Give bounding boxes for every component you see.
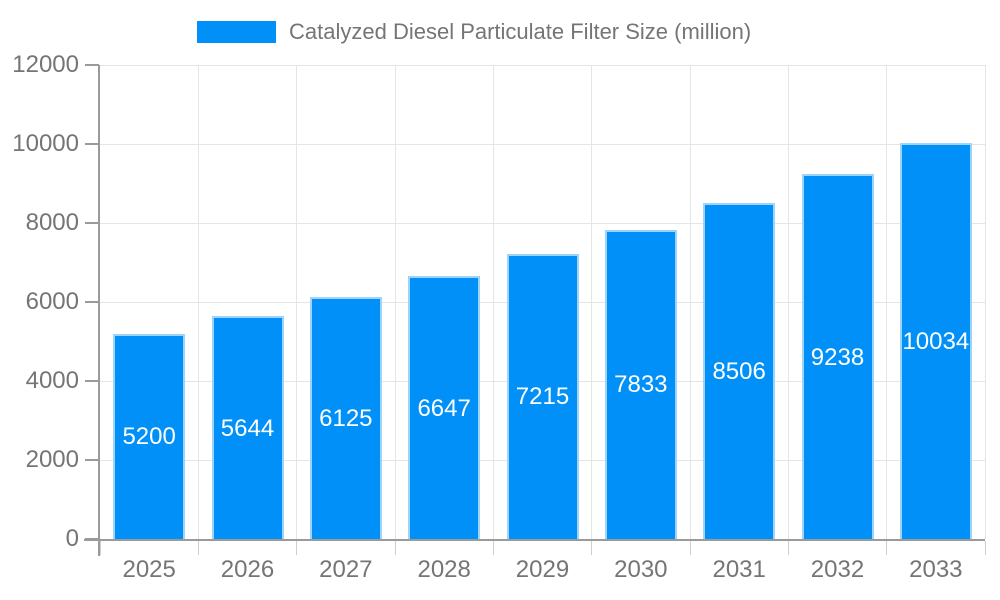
gridline-vertical — [886, 65, 888, 539]
x-tick-label: 2032 — [810, 556, 865, 583]
gridline-vertical — [591, 65, 593, 539]
y-axis-tick — [85, 222, 99, 224]
x-axis-tick — [787, 541, 789, 555]
bar-value-label: 6647 — [417, 394, 471, 422]
x-tick-label: 2028 — [417, 556, 471, 583]
bar-value-label: 7833 — [614, 371, 668, 399]
x-axis-tick — [984, 541, 986, 555]
gridline-vertical — [394, 65, 396, 539]
bar-2031[interactable]: 8506 — [703, 203, 776, 539]
y-axis — [98, 65, 100, 556]
legend-label: Catalyzed Diesel Particulate Filter Size… — [289, 19, 752, 44]
x-tick-label: 2025 — [122, 556, 176, 583]
bar-value-label: 9238 — [810, 343, 865, 371]
legend-swatch-icon — [197, 21, 276, 43]
x-axis-tick — [591, 541, 593, 555]
bar-value-label: 5200 — [122, 423, 176, 451]
bar-2028[interactable]: 6647 — [408, 276, 481, 539]
gridline-vertical — [296, 65, 298, 539]
bar-2027[interactable]: 6125 — [309, 297, 382, 539]
x-axis-tick — [492, 541, 494, 555]
bar-2025[interactable]: 5200 — [113, 333, 186, 539]
bar-value-label: 6125 — [319, 405, 373, 433]
bar-2033[interactable]: 10034 — [899, 142, 972, 539]
x-tick-label: 2031 — [712, 556, 766, 583]
y-tick-label: 8000 — [25, 209, 79, 236]
x-axis-tick — [296, 541, 298, 555]
gridline-vertical — [787, 65, 789, 539]
gridline-horizontal — [100, 143, 985, 145]
x-axis-tick — [197, 541, 199, 555]
gridline-vertical — [984, 65, 986, 539]
gridline-vertical — [689, 65, 691, 539]
bar-2026[interactable]: 5644 — [211, 316, 284, 539]
bar-2030[interactable]: 7833 — [604, 229, 677, 539]
bar-2032[interactable]: 9238 — [801, 174, 874, 539]
x-axis-tick — [99, 541, 101, 555]
bar-value-label: 5644 — [220, 414, 275, 442]
y-axis-tick — [85, 380, 99, 382]
y-tick-label: 0 — [65, 525, 79, 552]
bar-value-label: 7215 — [515, 383, 570, 411]
gridline-horizontal — [100, 222, 985, 224]
x-tick-label: 2026 — [220, 556, 275, 583]
gridline-vertical — [492, 65, 494, 539]
chart-legend[interactable]: Catalyzed Diesel Particulate Filter Size… — [197, 19, 751, 45]
x-axis-tick — [394, 541, 396, 555]
x-tick-label: 2033 — [909, 556, 963, 583]
y-tick-label: 2000 — [25, 446, 79, 473]
x-axis — [84, 539, 985, 541]
y-tick-label: 12000 — [12, 51, 79, 78]
x-axis-tick — [689, 541, 691, 555]
y-tick-label: 6000 — [25, 288, 79, 315]
x-tick-label: 2027 — [319, 556, 373, 583]
x-axis-tick — [886, 541, 888, 555]
y-tick-label: 4000 — [25, 367, 79, 394]
bar-2029[interactable]: 7215 — [506, 254, 579, 539]
x-tick-label: 2029 — [515, 556, 570, 583]
bar-value-label: 8506 — [712, 357, 766, 385]
y-tick-label: 10000 — [12, 130, 79, 157]
y-axis-tick — [85, 301, 99, 303]
y-axis-tick — [85, 64, 99, 66]
y-axis-tick — [85, 459, 99, 461]
y-axis-tick — [85, 143, 99, 145]
gridline-horizontal — [100, 64, 985, 66]
x-tick-label: 2030 — [614, 556, 668, 583]
gridline-vertical — [197, 65, 199, 539]
bar-value-label: 10034 — [902, 327, 970, 355]
